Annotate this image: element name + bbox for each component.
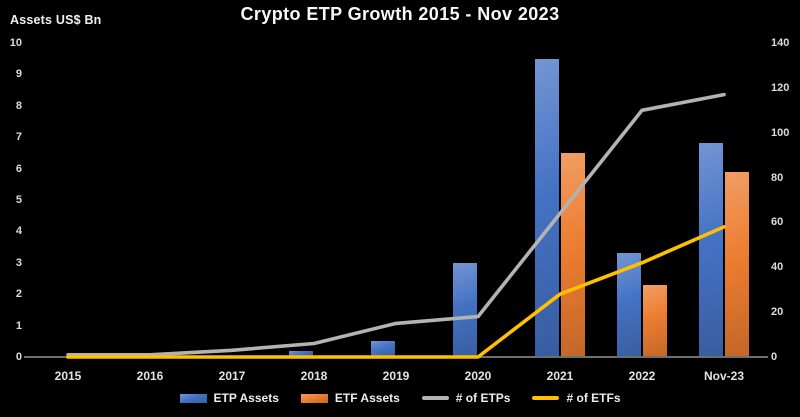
x-axis-label-2017: 2017	[218, 369, 246, 383]
bar-etp-assets-2018	[289, 350, 313, 357]
bar-series-layer	[27, 43, 765, 357]
bar-etf-assets-nov-23	[725, 171, 749, 357]
chart-title: Crypto ETP Growth 2015 - Nov 2023	[240, 4, 560, 24]
left-axis-tick-5: 5	[15, 194, 22, 206]
legend-label: # of ETPs	[455, 391, 511, 405]
bar-etf-assets-2022	[643, 284, 667, 357]
x-axis-label-nov-23: Nov-23	[703, 369, 745, 383]
plot-area	[24, 43, 768, 359]
left-axis-tick-10: 10	[9, 37, 22, 49]
legend: ETP Assets ETF Assets # of ETPs # of ETF…	[0, 391, 800, 405]
right-axis-tick-labels: 0 20 40 60 80 100 120 140	[771, 37, 799, 363]
bar-etp-assets-nov-23	[699, 143, 723, 357]
line-of-etps	[66, 92, 726, 357]
left-axis-tick-labels: 0 1 2 3 4 5 6 7 8 9 10	[0, 37, 22, 363]
legend-item-num-etps: # of ETPs	[421, 391, 511, 405]
etf-assets-swatch-icon	[300, 393, 328, 403]
right-axis-tick-60: 60	[771, 216, 784, 229]
left-axis-tick-9: 9	[15, 68, 22, 81]
left-axis-title: Assets US$ Bn	[10, 13, 102, 27]
num-etfs-line-swatch-icon	[532, 396, 560, 400]
x-axis-label-2018: 2018	[300, 369, 328, 383]
right-axis-tick-0: 0	[771, 351, 778, 363]
x-axis-label-2022: 2022	[628, 369, 656, 383]
bar-etp-assets-2022	[617, 253, 641, 357]
x-axis-label-2021: 2021	[546, 369, 574, 383]
legend-label: # of ETFs	[566, 391, 621, 405]
right-axis-tick-20: 20	[771, 306, 784, 319]
legend-item-etf-assets: ETF Assets	[300, 391, 400, 405]
left-axis-tick-4: 4	[15, 225, 22, 238]
legend-item-num-etfs: # of ETFs	[532, 391, 621, 405]
x-axis-label-2016: 2016	[136, 369, 164, 383]
left-axis-tick-2: 2	[15, 288, 22, 301]
etp-assets-swatch-icon	[179, 393, 207, 403]
legend-label: ETF Assets	[334, 391, 400, 405]
x-axis-label-2015: 2015	[54, 369, 82, 383]
x-axis-labels: 2015 2016 2017 2018 2019 2020 2021 2022 Nov-23	[27, 369, 765, 385]
x-axis-label-2020: 2020	[464, 369, 492, 383]
left-axis-tick-6: 6	[15, 162, 22, 175]
right-axis-tick-80: 80	[771, 171, 784, 184]
left-axis-tick-1: 1	[15, 319, 22, 332]
legend-item-etp-assets: ETP Assets	[179, 391, 279, 405]
line-series-layer	[66, 92, 726, 359]
bar-etp-assets-2019	[371, 341, 395, 357]
bar-etp-assets-2021	[535, 58, 559, 357]
left-axis-tick-7: 7	[15, 131, 22, 144]
line-of-etfs	[66, 225, 726, 359]
x-axis-label-2019: 2019	[382, 369, 410, 383]
right-axis-tick-40: 40	[771, 261, 784, 274]
num-etps-line-swatch-icon	[421, 396, 449, 400]
right-axis-tick-120: 120	[771, 81, 790, 94]
bar-etp-assets-2020	[453, 262, 477, 357]
left-axis-tick-0: 0	[15, 351, 22, 363]
right-axis-tick-100: 100	[771, 126, 790, 139]
legend-label: ETP Assets	[213, 391, 279, 405]
left-axis-tick-3: 3	[15, 256, 22, 269]
left-axis-tick-8: 8	[15, 99, 22, 112]
right-axis-tick-140: 140	[771, 37, 790, 49]
